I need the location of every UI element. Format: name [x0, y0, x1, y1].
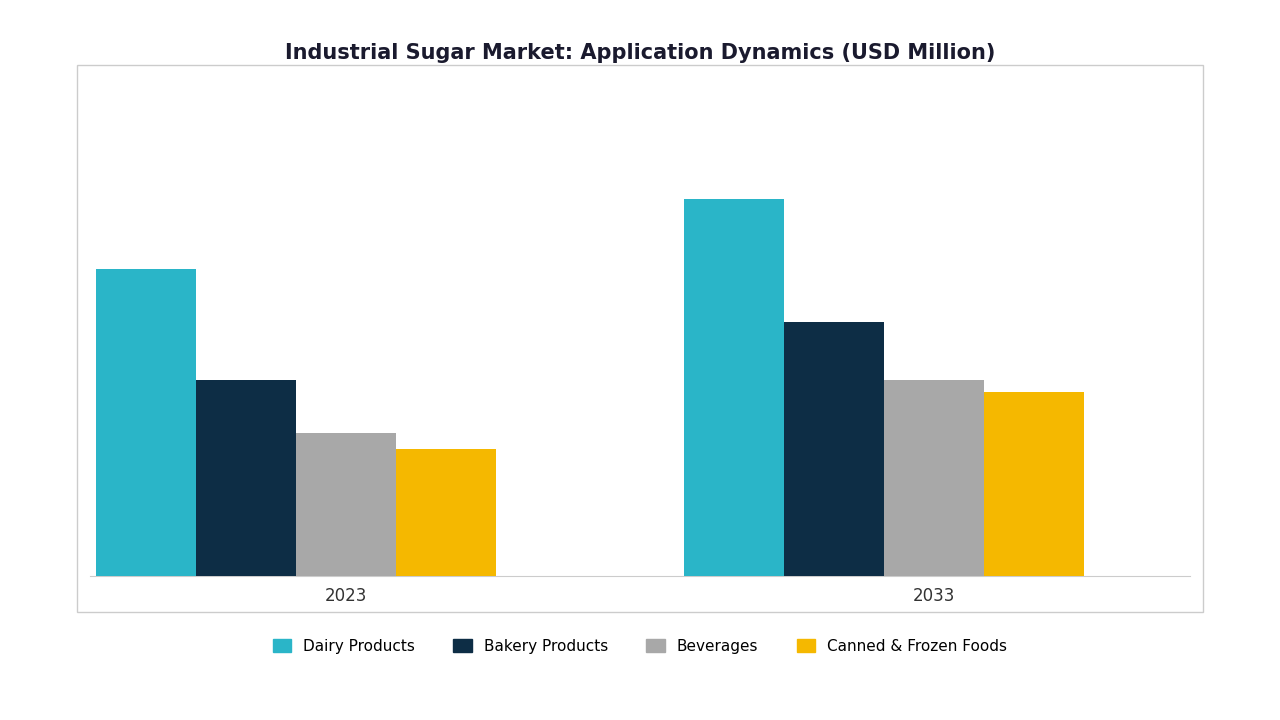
- Bar: [296, 433, 396, 576]
- Bar: [884, 379, 984, 576]
- Bar: [396, 449, 497, 576]
- Bar: [783, 322, 884, 576]
- Bar: [96, 269, 196, 576]
- Bar: [984, 392, 1084, 576]
- Bar: [196, 379, 296, 576]
- Bar: [684, 199, 783, 576]
- Legend: Dairy Products, Bakery Products, Beverages, Canned & Frozen Foods: Dairy Products, Bakery Products, Beverag…: [266, 633, 1014, 660]
- Title: Industrial Sugar Market: Application Dynamics (USD Million): Industrial Sugar Market: Application Dyn…: [285, 42, 995, 63]
